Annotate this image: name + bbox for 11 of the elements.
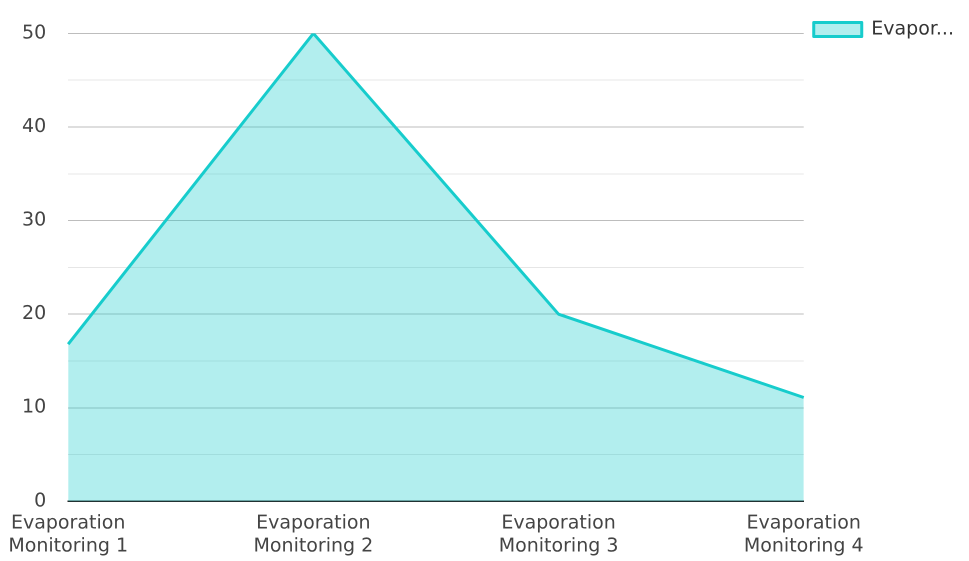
y-tick-label: 50: [22, 21, 46, 44]
x-tick-label: Evaporation Monitoring 3: [498, 512, 618, 557]
legend-label: Evapor...: [871, 17, 954, 40]
x-tick-label: Evaporation Monitoring 1: [8, 512, 128, 557]
y-tick-label: 30: [22, 208, 46, 231]
y-tick-label: 20: [22, 302, 46, 324]
x-tick-label: Evaporation Monitoring 2: [253, 512, 374, 557]
y-tick-label: 0: [34, 489, 46, 512]
y-tick-label: 40: [22, 114, 46, 137]
x-tick-label: Evaporation Monitoring 4: [744, 512, 864, 557]
y-tick-label: 10: [22, 396, 46, 418]
